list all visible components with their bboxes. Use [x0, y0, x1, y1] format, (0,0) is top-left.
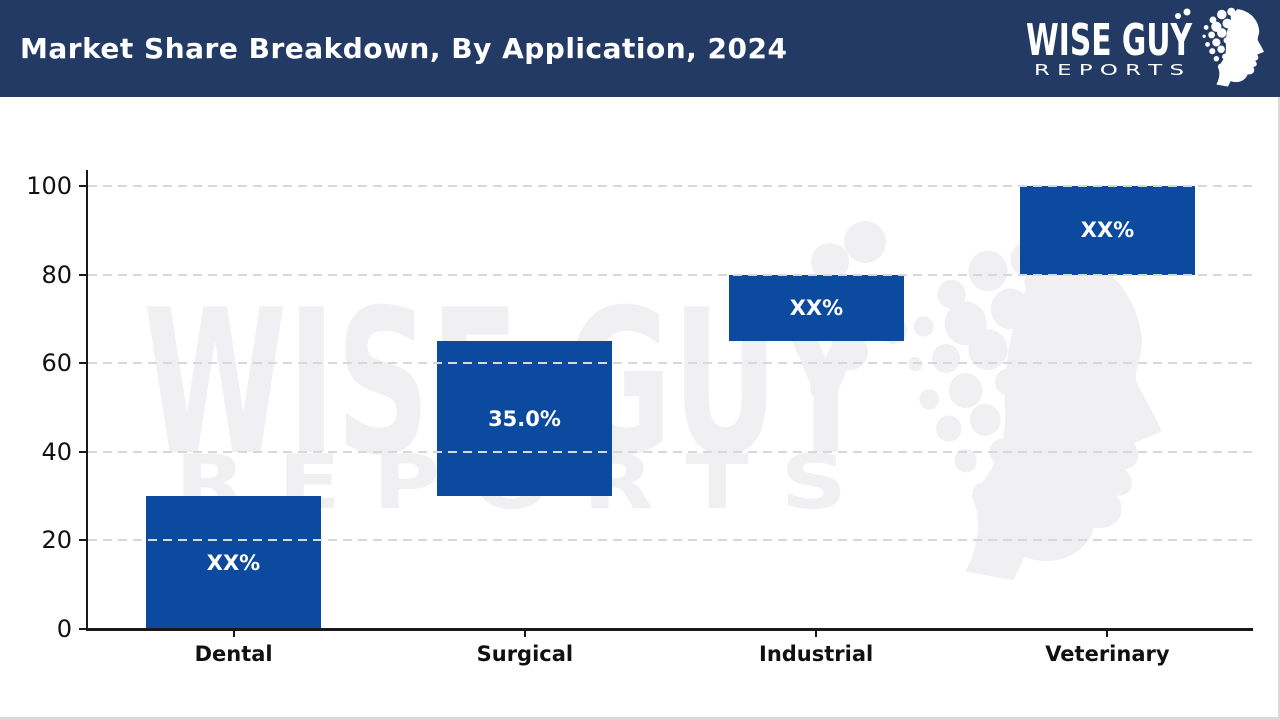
bar-industrial: XX%	[729, 274, 904, 342]
x-tick-dental	[232, 629, 235, 637]
plot-area: 0 20 40 60 80 100 XX% Dental 35.0% Surgical XX% Ind…	[0, 97, 1278, 717]
chart-title: Market Share Breakdown, By Application, …	[20, 32, 788, 65]
x-tick-label-surgical: Surgical	[476, 642, 574, 666]
y-tick-label-100: 100	[26, 172, 72, 200]
y-tick-label-60: 60	[41, 349, 72, 378]
x-tick-label-veterinary: Veterinary	[1045, 642, 1170, 666]
brand-reports-label: R E P O R T S	[1034, 61, 1184, 79]
gridline-100	[88, 185, 1253, 187]
axis-spine-left	[86, 170, 88, 631]
gridline-80	[88, 273, 1253, 276]
y-tick-80	[79, 273, 88, 276]
gridline-20	[88, 539, 1253, 542]
bar-value-label-dental: XX%	[206, 550, 261, 575]
x-tick-industrial	[815, 629, 818, 637]
wise-guy-logo-icon: WISE GUY R E P O R T S	[1026, 7, 1264, 87]
x-tick-veterinary	[1106, 629, 1109, 637]
brand-head-icon	[1202, 7, 1264, 87]
bar-value-label-veterinary: XX%	[1080, 218, 1135, 243]
x-tick-label-industrial: Industrial	[759, 642, 874, 666]
y-tick-60	[79, 362, 88, 365]
bar-veterinary: XX%	[1020, 186, 1195, 275]
gridline-40	[88, 450, 1253, 453]
brand-logo: WISE GUY R E P O R T S	[1020, 3, 1270, 95]
axis-spine-bottom	[86, 628, 1253, 631]
bar-value-label-industrial: XX%	[789, 295, 844, 320]
brand-wordmark: WISE GUY	[1026, 15, 1193, 66]
x-tick-label-dental: Dental	[194, 642, 273, 666]
header: Market Share Breakdown, By Application, …	[0, 0, 1280, 97]
bar-value-label-surgical: 35.0%	[488, 406, 561, 431]
y-tick-20	[79, 539, 88, 542]
y-tick-label-80: 80	[41, 260, 72, 289]
gridline-60	[88, 362, 1253, 365]
y-tick-100	[79, 185, 88, 187]
y-tick-40	[79, 450, 88, 453]
chart-area: WISE GUY R E P O R T S 020406080100XX%De…	[0, 97, 1280, 720]
x-tick-surgical	[523, 629, 526, 637]
bar-dental: XX%	[146, 496, 321, 629]
y-tick-0	[79, 628, 88, 630]
y-tick-label-0: 0	[56, 615, 72, 643]
y-tick-label-40: 40	[41, 437, 72, 466]
y-tick-label-20: 20	[41, 526, 72, 555]
bar-surgical: 35.0%	[437, 341, 612, 497]
